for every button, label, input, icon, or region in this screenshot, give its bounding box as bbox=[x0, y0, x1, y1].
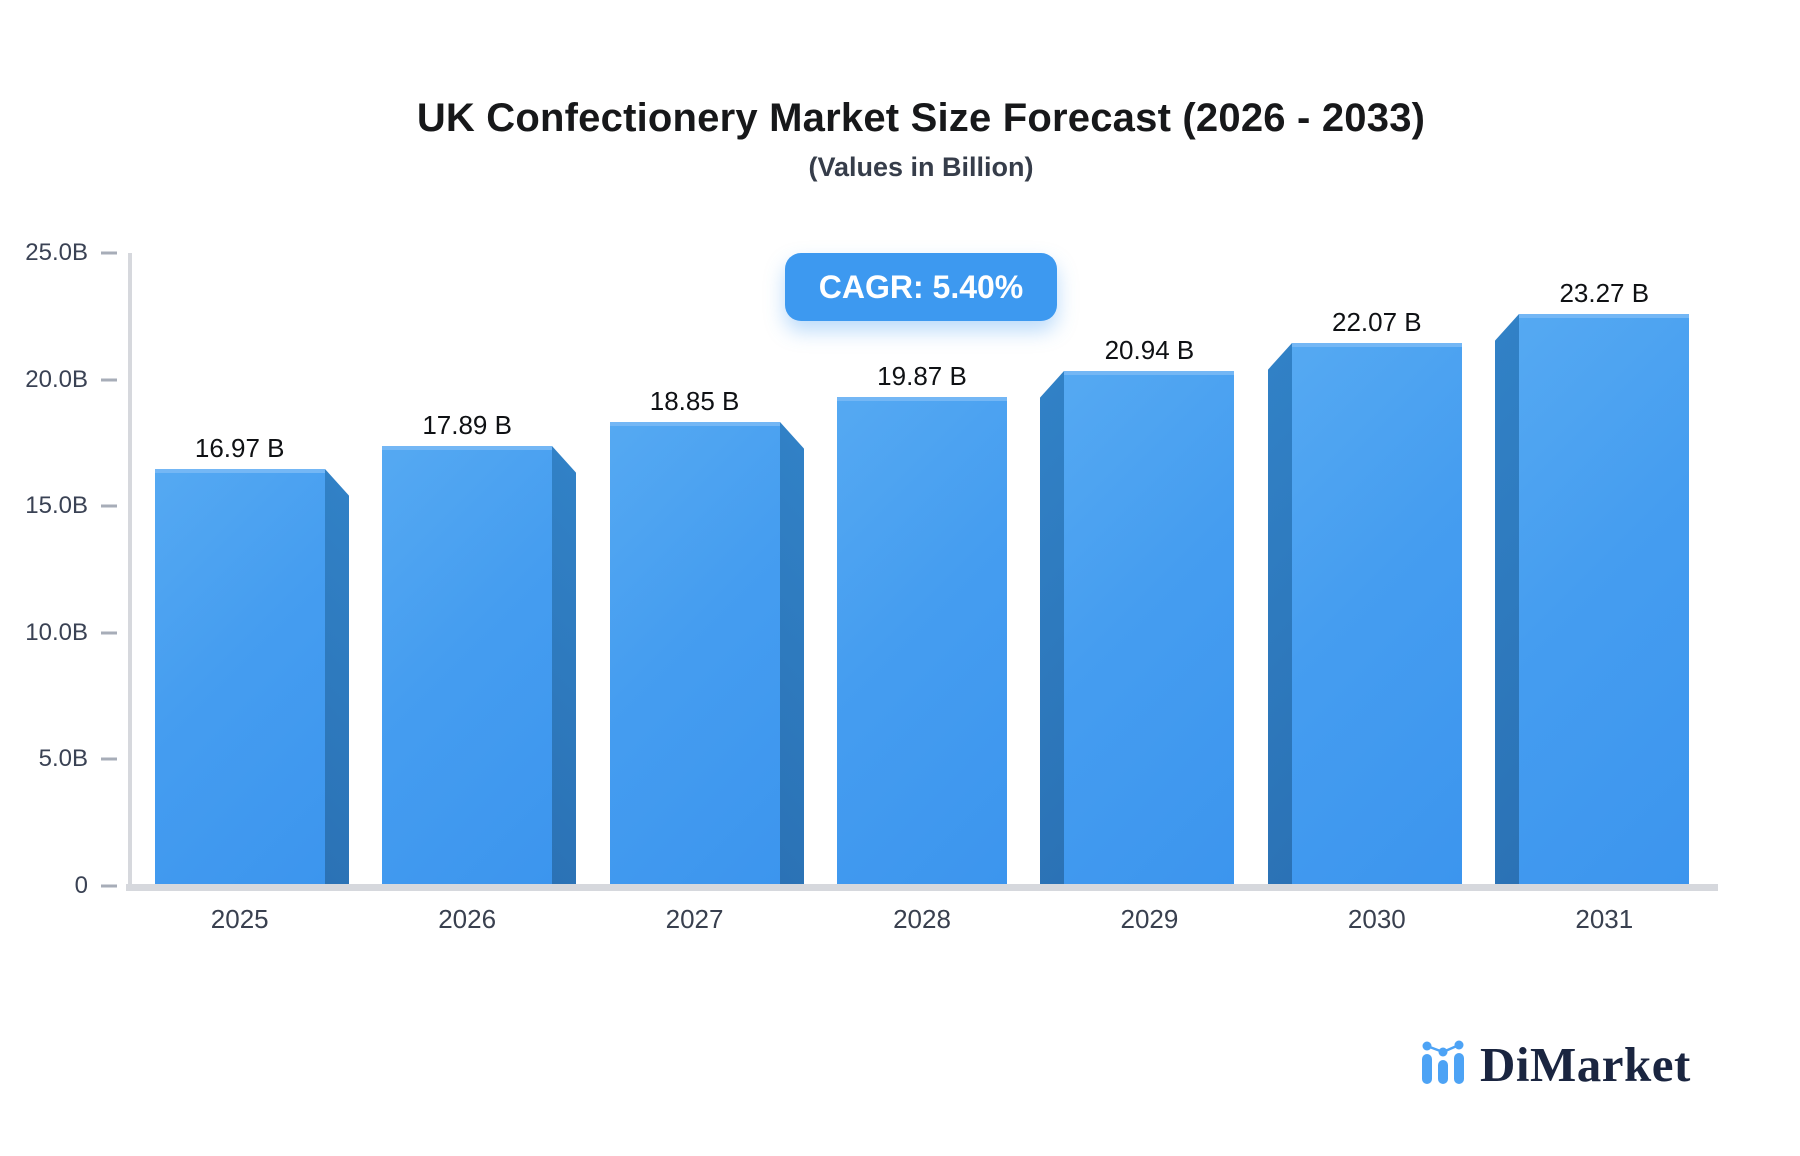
x-axis-label: 2031 bbox=[1575, 904, 1634, 934]
y-axis-tick-mark bbox=[101, 631, 117, 635]
y-axis-tick-mark bbox=[101, 378, 117, 382]
bar-side-face bbox=[1495, 313, 1520, 886]
y-axis-tick-label: 10.0B bbox=[25, 618, 88, 646]
y-axis-tick-mark bbox=[101, 757, 117, 761]
bar-value-label: 19.87 B bbox=[877, 361, 967, 392]
bar-front-face bbox=[382, 445, 553, 886]
bar-group[interactable] bbox=[154, 468, 349, 886]
bar-side-face bbox=[1040, 370, 1065, 886]
bar-value-label: 22.07 B bbox=[1332, 307, 1422, 338]
bar-front-face bbox=[609, 422, 780, 886]
bar-side-face bbox=[779, 422, 804, 886]
x-axis-line bbox=[126, 884, 1718, 891]
y-axis-tick-label: 5.0B bbox=[38, 745, 88, 773]
bar-front-face bbox=[1291, 343, 1462, 886]
bar-group[interactable] bbox=[1267, 343, 1462, 886]
dimarket-logo-text: DiMarket bbox=[1480, 1037, 1691, 1092]
bar-value-label: 18.85 B bbox=[649, 386, 740, 417]
x-axis-label: 2026 bbox=[438, 904, 497, 934]
bar-group[interactable] bbox=[609, 422, 804, 886]
cagr-badge: CAGR: 5.40% bbox=[784, 253, 1058, 321]
bar-group[interactable] bbox=[382, 445, 577, 886]
y-axis-tick-label: 25.0B bbox=[25, 239, 88, 266]
chart-title: UK Confectionery Market Size Forecast (2… bbox=[416, 96, 1426, 140]
y-axis-line bbox=[128, 253, 132, 888]
bar-side-face bbox=[552, 445, 577, 886]
plot-area: 0 5.0B 10.0B 15.0B 20.0B 25.0B 16.97 B 2025 17.8… bbox=[0, 239, 1800, 934]
cagr-badge-row: CAGR: 5.40% bbox=[21, 253, 1800, 321]
y-axis-tick-mark bbox=[101, 884, 117, 888]
x-axis-label: 2028 bbox=[893, 904, 951, 934]
bar-group[interactable] bbox=[1040, 370, 1235, 886]
bar-front-face bbox=[1064, 370, 1235, 886]
x-axis-label: 2027 bbox=[665, 904, 724, 934]
y-axis-tick-mark bbox=[101, 251, 117, 255]
x-axis-label: 2029 bbox=[1120, 904, 1179, 934]
bar-front-face bbox=[154, 468, 325, 886]
dimarket-logo: DiMarket bbox=[1420, 1038, 1691, 1089]
chart-subtitle: (Values in Billion) bbox=[808, 152, 1034, 182]
bar-side-face bbox=[1267, 343, 1292, 886]
y-axis-tick-label: 20.0B bbox=[25, 365, 88, 393]
bar-front-face bbox=[837, 397, 1007, 886]
bar-side-face bbox=[324, 468, 349, 886]
x-axis-label: 2025 bbox=[210, 904, 269, 934]
dimarket-logo-icon bbox=[1422, 1040, 1464, 1084]
bar-group[interactable] bbox=[837, 397, 1007, 886]
y-axis-tick-label: 0 bbox=[74, 872, 88, 899]
x-axis-label: 2030 bbox=[1347, 904, 1406, 934]
bar-value-label: 16.97 B bbox=[194, 432, 285, 463]
bar-value-label: 20.94 B bbox=[1104, 334, 1195, 365]
bar-value-label: 17.89 B bbox=[422, 409, 512, 440]
bar-value-label: 23.27 B bbox=[1559, 277, 1650, 308]
bar-group[interactable] bbox=[1495, 313, 1690, 886]
y-axis-tick-mark bbox=[101, 504, 117, 508]
bar-front-face bbox=[1519, 313, 1690, 886]
y-axis-tick-label: 15.0B bbox=[25, 492, 88, 520]
